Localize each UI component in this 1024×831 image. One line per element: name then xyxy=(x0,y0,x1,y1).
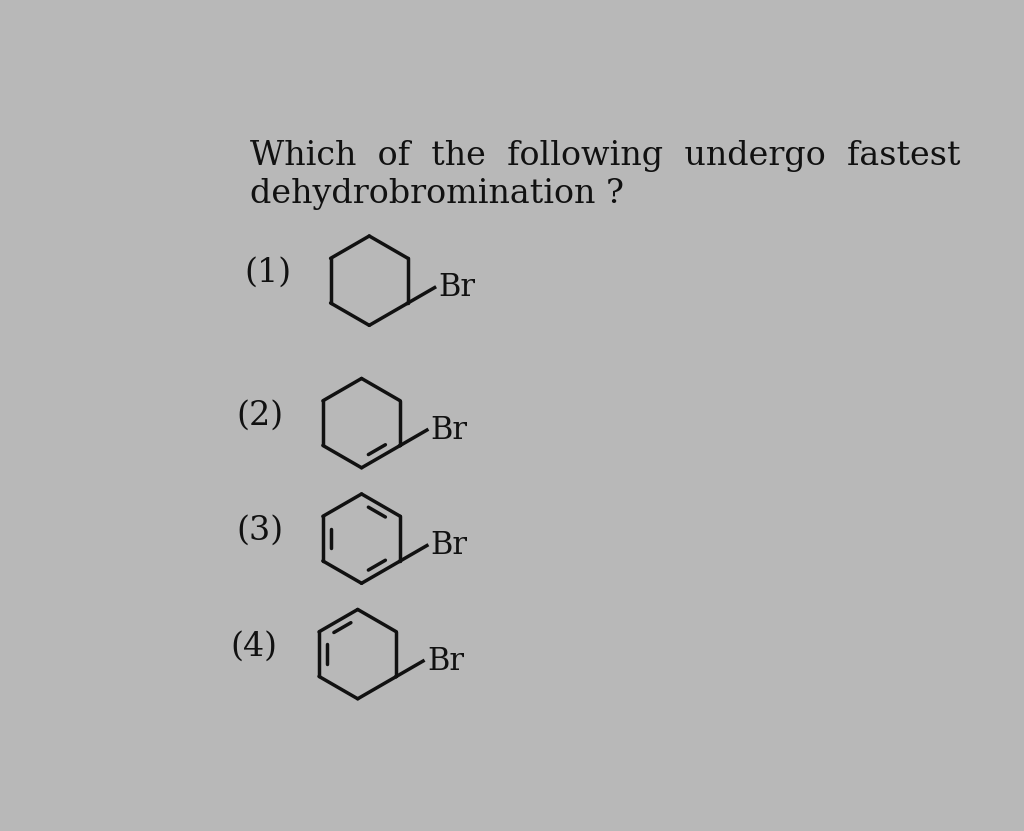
Text: Br: Br xyxy=(427,646,464,676)
Text: dehydrobromination ?: dehydrobromination ? xyxy=(250,179,624,210)
Text: Br: Br xyxy=(431,415,468,445)
Text: Br: Br xyxy=(438,272,475,303)
Text: (2): (2) xyxy=(237,400,284,431)
Text: (3): (3) xyxy=(237,515,284,547)
Text: Which  of  the  following  undergo  fastest: Which of the following undergo fastest xyxy=(250,140,961,172)
Text: (4): (4) xyxy=(230,631,278,662)
Text: Br: Br xyxy=(431,530,468,561)
Text: (1): (1) xyxy=(245,257,292,289)
